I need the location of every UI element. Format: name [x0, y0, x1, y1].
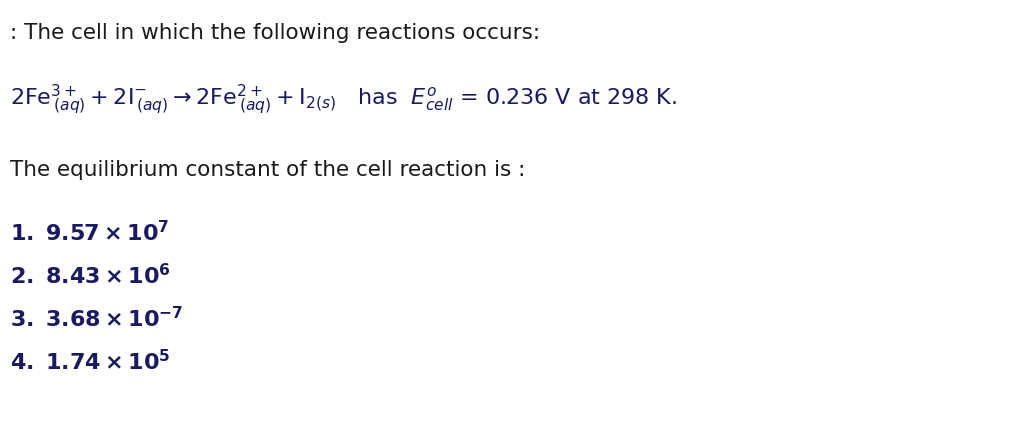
Text: : The cell in which the following reactions occurs:: : The cell in which the following reacti… — [10, 23, 540, 43]
Text: $\mathbf{1.\ 9.57 \times 10^{7}}$: $\mathbf{1.\ 9.57 \times 10^{7}}$ — [10, 220, 169, 245]
Text: $\mathbf{3.\ 3.68 \times 10^{-7}}$: $\mathbf{3.\ 3.68 \times 10^{-7}}$ — [10, 306, 183, 331]
Text: $\mathbf{2.\ 8.43 \times 10^{6}}$: $\mathbf{2.\ 8.43 \times 10^{6}}$ — [10, 263, 171, 288]
Text: The equilibrium constant of the cell reaction is :: The equilibrium constant of the cell rea… — [10, 160, 525, 180]
Text: $\mathbf{4.\ 1.74 \times 10^{5}}$: $\mathbf{4.\ 1.74 \times 10^{5}}$ — [10, 349, 171, 374]
Text: $2\mathrm{Fe}^{3+}_{\,(aq)} + 2\mathrm{I}^{-}_{\,(aq)} \rightarrow 2\mathrm{Fe}^: $2\mathrm{Fe}^{3+}_{\,(aq)} + 2\mathrm{I… — [10, 83, 677, 117]
